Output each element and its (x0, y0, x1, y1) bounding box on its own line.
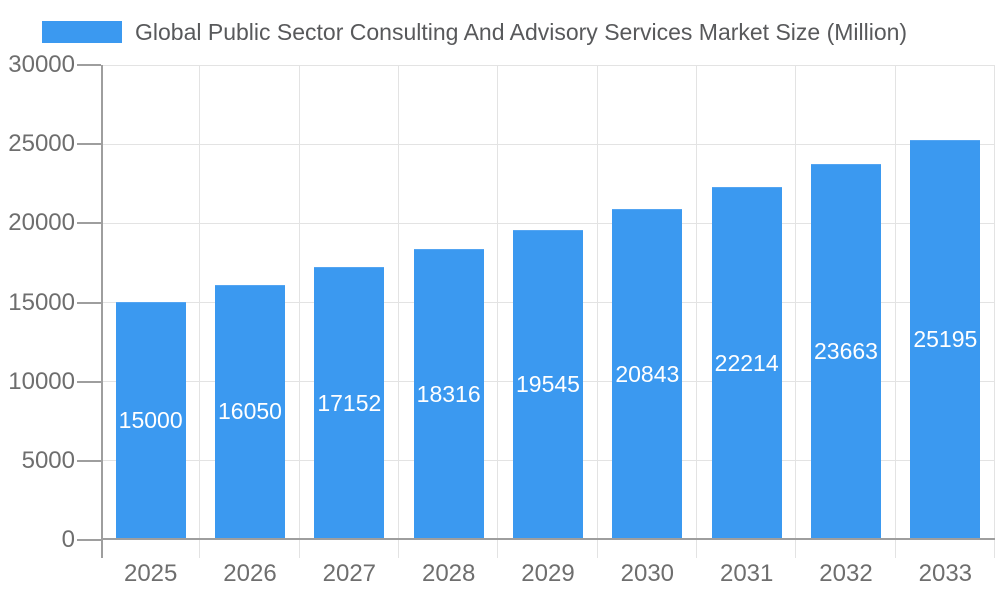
x-axis-label-2025: 2025 (123, 560, 178, 587)
gridline-vertical (398, 65, 399, 558)
y-axis-tick (77, 301, 101, 304)
plot-area: 15000 16050 17152 18316 19545 20843 22214 23663… (101, 64, 995, 558)
bar-2028[interactable]: 18316 (413, 249, 484, 538)
bar-2029[interactable]: 19545 (513, 229, 583, 538)
bar-value-label: 20843 (615, 360, 680, 387)
x-axis-label-2032: 2032 (819, 560, 873, 587)
x-axis-label-2028: 2028 (421, 560, 476, 587)
x-axis-label-2029: 2029 (521, 560, 575, 587)
gridline-horizontal (101, 64, 995, 66)
bar-value-label: 22214 (714, 349, 779, 376)
chart-legend[interactable]: Global Public Sector Consulting And Advi… (42, 15, 907, 49)
y-axis-tick (77, 143, 101, 146)
bar-value-label: 23663 (814, 338, 878, 365)
x-axis-label-2027: 2027 (322, 560, 377, 587)
y-axis-tick (77, 539, 101, 541)
y-axis-tick (77, 459, 101, 462)
bar-value-label: 15000 (118, 406, 183, 433)
bar-2025[interactable]: 15000 (115, 301, 186, 538)
x-axis-label-2026: 2026 (223, 560, 277, 587)
y-axis-label: 0 (61, 526, 75, 553)
gridline-horizontal (101, 143, 995, 145)
y-axis-tick (77, 380, 101, 383)
x-axis-label-2030: 2030 (620, 560, 675, 587)
gridline-vertical (299, 65, 300, 558)
bar-2030[interactable]: 20843 (612, 209, 683, 538)
gridline-vertical (795, 65, 796, 558)
bar-2031[interactable]: 22214 (711, 187, 782, 538)
y-axis-label: 25000 (8, 130, 75, 158)
legend-label: Global Public Sector Consulting And Advi… (135, 18, 908, 45)
bar-2033[interactable]: 25195 (910, 140, 981, 538)
gridline-vertical (497, 65, 498, 558)
bar-value-label: 25195 (913, 326, 978, 353)
y-axis-tick (77, 222, 101, 225)
gridline-horizontal (101, 222, 995, 224)
x-axis-line (101, 538, 995, 540)
bar-value-label: 18316 (416, 380, 481, 407)
bar-value-label: 17152 (317, 389, 382, 416)
bar-value-label: 16050 (218, 398, 282, 425)
gridline-vertical (895, 65, 896, 558)
y-axis-label: 10000 (8, 367, 75, 395)
bar-2032[interactable]: 23663 (811, 164, 881, 538)
bar-2026[interactable]: 16050 (215, 284, 285, 538)
bar-2027[interactable]: 17152 (314, 267, 385, 538)
gridline-vertical (597, 65, 598, 558)
legend-swatch-icon (42, 21, 122, 43)
y-axis-label: 5000 (21, 446, 75, 474)
x-axis-label-2033: 2033 (918, 560, 973, 587)
x-axis-label-2031: 2031 (719, 560, 774, 587)
gridline-vertical (994, 65, 995, 558)
y-axis-label: 20000 (8, 209, 75, 237)
y-axis-label: 30000 (8, 51, 75, 78)
gridline-vertical (696, 65, 697, 558)
gridline-vertical (199, 65, 200, 558)
y-axis-tick (77, 64, 101, 66)
bar-value-label: 19545 (516, 370, 580, 397)
y-axis-line (101, 65, 103, 558)
y-axis-label: 15000 (8, 288, 75, 316)
